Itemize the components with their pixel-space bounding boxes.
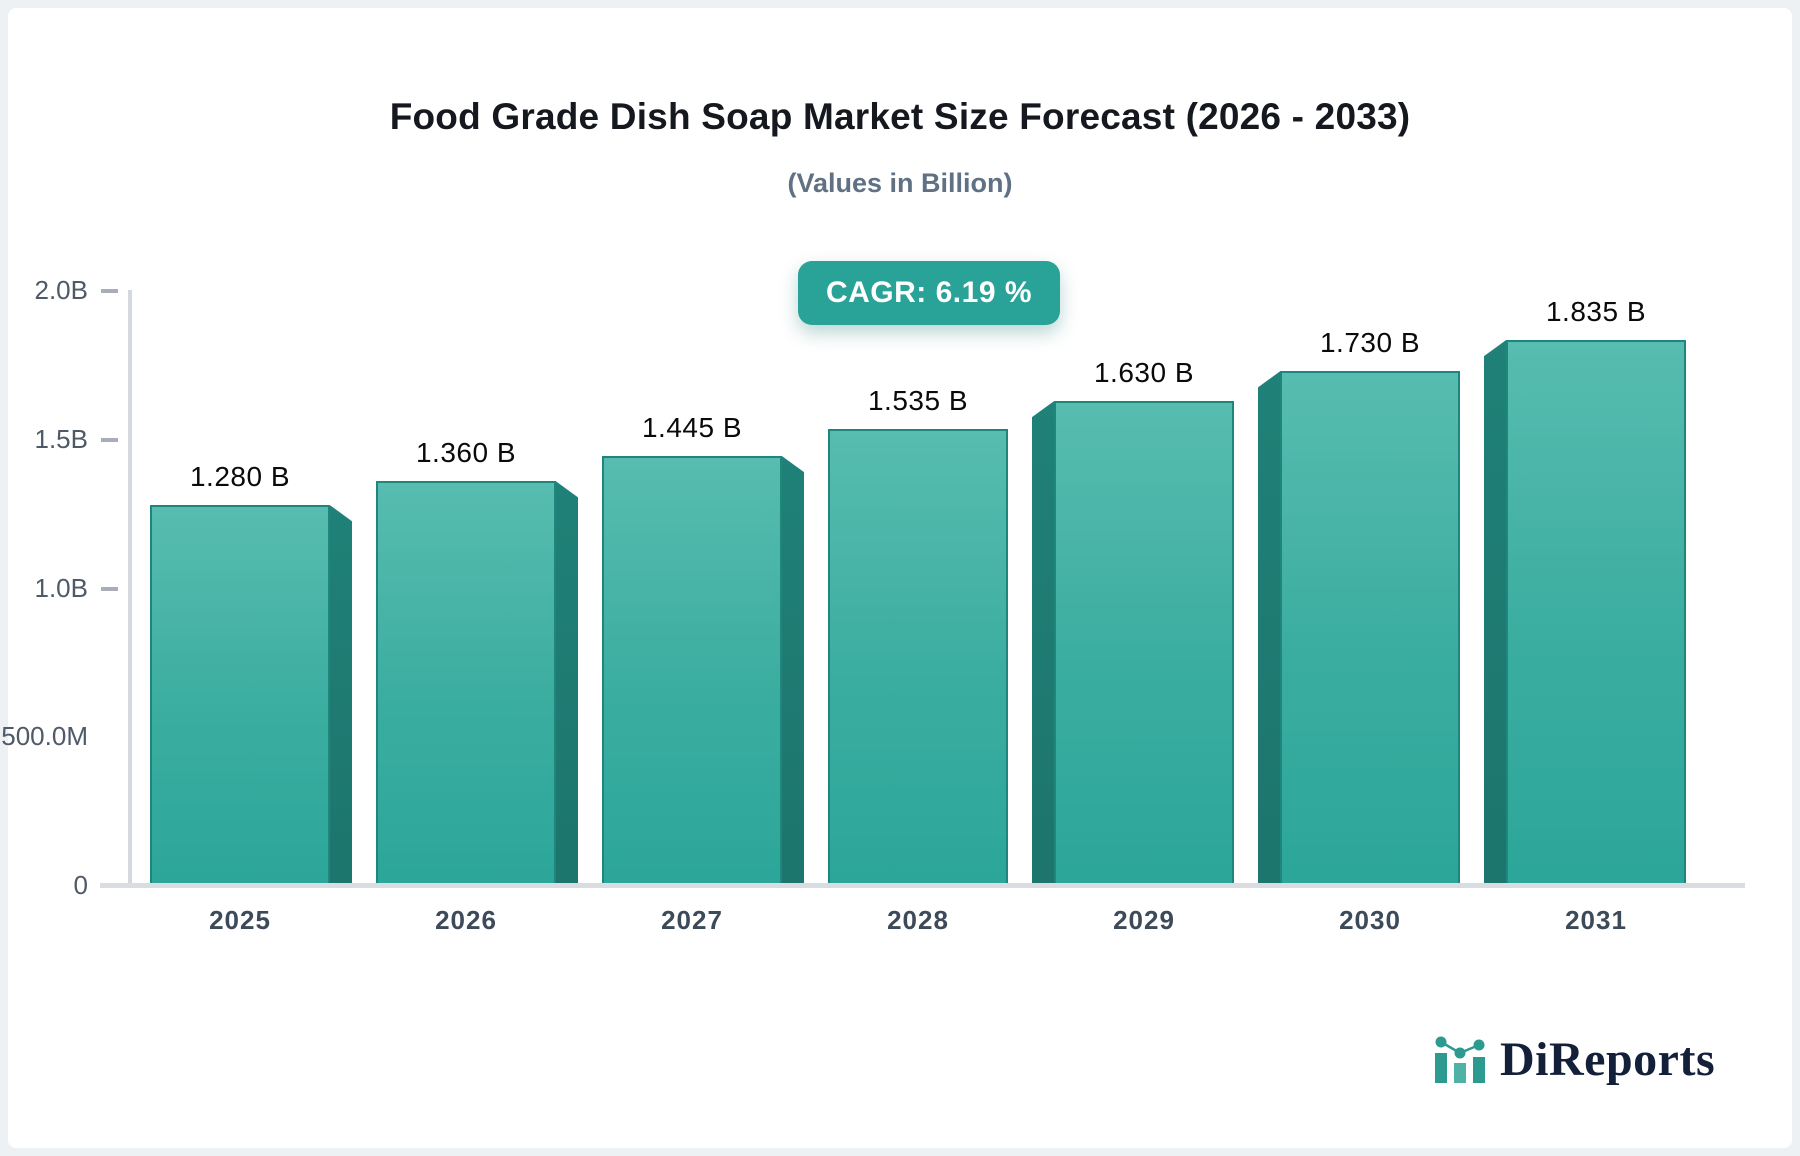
x-axis-label: 2030 [1339, 905, 1401, 935]
bar-value-label: 1.835 B [1545, 296, 1647, 328]
y-axis-tick [101, 586, 118, 591]
bar-2028[interactable] [828, 429, 1008, 886]
y-axis-tick [101, 289, 118, 293]
x-axis-label: 2028 [887, 905, 949, 935]
bar-value-label: 1.630 B [1093, 357, 1195, 389]
bar-value-label: 1.730 B [1319, 327, 1421, 359]
bar-value-label: 1.445 B [641, 412, 743, 444]
bar-value-label: 1.280 B [189, 461, 291, 493]
bar-2025[interactable] [150, 505, 330, 886]
bar-2026[interactable] [376, 481, 556, 886]
x-axis-line [100, 883, 1745, 888]
bar-value-label: 1.535 B [867, 385, 969, 417]
bar-2029[interactable] [1054, 401, 1234, 886]
brand-logo: DiReports [1432, 1028, 1715, 1090]
bar-2030[interactable] [1280, 371, 1460, 886]
cagr-badge: CAGR: 6.19 % [798, 261, 1060, 325]
y-axis-label: 1.5B [34, 423, 89, 454]
y-axis-label: 0 [73, 870, 88, 900]
brand-logo-text: DiReports [1500, 1032, 1716, 1086]
y-axis-tick [101, 437, 118, 442]
mini-bar-chart-icon [1435, 1036, 1485, 1083]
chart-subtitle: (Values in Billion) [787, 168, 1013, 198]
bar-2027[interactable] [602, 456, 782, 886]
x-axis-label: 2025 [209, 905, 271, 935]
bar-3d-side [782, 456, 804, 886]
y-axis-label: 2.0B [34, 275, 89, 305]
bar-3d-side [1258, 371, 1280, 886]
x-axis-label: 2029 [1113, 905, 1175, 935]
y-axis-label: 1.0B [34, 572, 89, 603]
y-axis-label: 500.0M [1, 721, 88, 752]
bar-value-label: 1.360 B [415, 437, 517, 469]
bar-3d-side [1484, 340, 1506, 886]
x-axis-label: 2031 [1565, 905, 1627, 935]
cagr-badge-label: CAGR: 6.19 % [825, 276, 1033, 309]
bar-3d-side [1032, 401, 1054, 886]
bar-3d-side [330, 505, 352, 886]
bar-2031[interactable] [1506, 340, 1686, 886]
x-axis-label: 2027 [661, 905, 723, 935]
chart-title: Food Grade Dish Soap Market Size Forecas… [389, 96, 1411, 137]
bar-3d-side [556, 481, 578, 886]
y-axis-line [128, 290, 132, 884]
x-axis-label: 2026 [435, 905, 497, 935]
